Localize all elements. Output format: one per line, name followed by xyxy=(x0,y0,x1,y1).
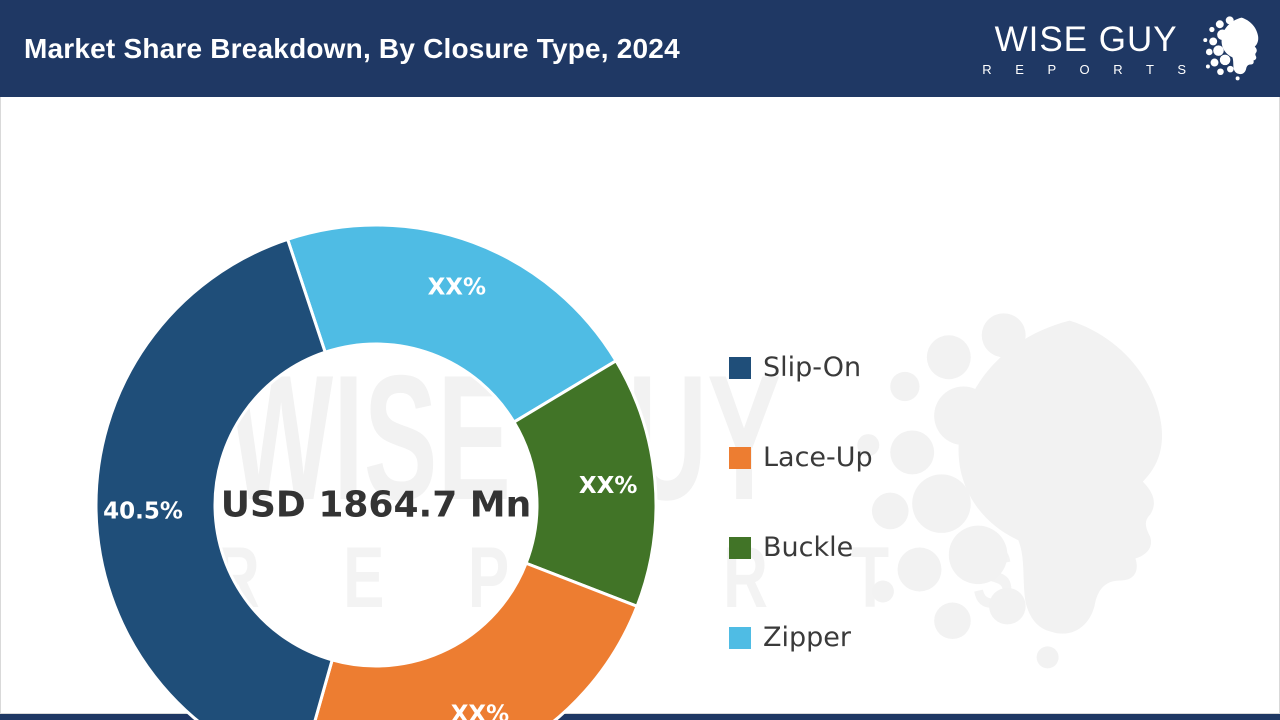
legend-label-zipper: Zipper xyxy=(763,622,851,653)
legend-label-buckle: Buckle xyxy=(763,532,854,563)
slice-lace-up xyxy=(313,561,639,720)
slice-zipper xyxy=(286,223,618,424)
legend-swatch-lace-up xyxy=(729,447,751,469)
slice-label-lace-up: XX% xyxy=(451,702,510,720)
logo-subtitle: R E P O R T S xyxy=(982,61,1196,77)
legend-item-lace-up: Lace-Up xyxy=(729,443,873,473)
legend-item-slip-on: Slip-On xyxy=(729,353,873,383)
header-bar: Market Share Breakdown, By Closure Type,… xyxy=(0,0,1280,97)
donut-chart: XX% XX% XX% 40.5% xyxy=(94,223,658,720)
legend-item-zipper: Zipper xyxy=(729,623,873,653)
slice-label-slip-on: 40.5% xyxy=(103,498,183,524)
wise-guy-logo: WISE GUY R E P O R T S xyxy=(976,10,1266,86)
slice-buckle xyxy=(512,359,658,608)
footer-accent-bar xyxy=(0,714,1280,720)
chart-legend: Slip-On Lace-Up Buckle Zipper xyxy=(729,353,873,713)
legend-label-slip-on: Slip-On xyxy=(763,352,862,383)
watermark-face-icon xyxy=(857,313,1163,669)
logo-face-icon xyxy=(1203,16,1259,81)
logo-text: WISE GUY R E P O R T S xyxy=(976,20,1196,77)
slice-label-buckle: XX% xyxy=(579,473,638,499)
chart-center-value: USD 1864.7 Mn xyxy=(220,484,532,526)
legend-swatch-zipper xyxy=(729,627,751,649)
page-title: Market Share Breakdown, By Closure Type,… xyxy=(24,32,680,64)
slice-slip-on xyxy=(94,237,334,720)
legend-label-lace-up: Lace-Up xyxy=(763,442,873,473)
slice-label-zipper: XX% xyxy=(428,274,487,300)
legend-item-buckle: Buckle xyxy=(729,533,873,563)
legend-swatch-buckle xyxy=(729,537,751,559)
legend-swatch-slip-on xyxy=(729,357,751,379)
chart-canvas: WISE GUY R E P O R T S XX%XX%XX%40.5% US… xyxy=(0,97,1280,720)
logo-wordmark: WISE GUY xyxy=(994,19,1178,59)
